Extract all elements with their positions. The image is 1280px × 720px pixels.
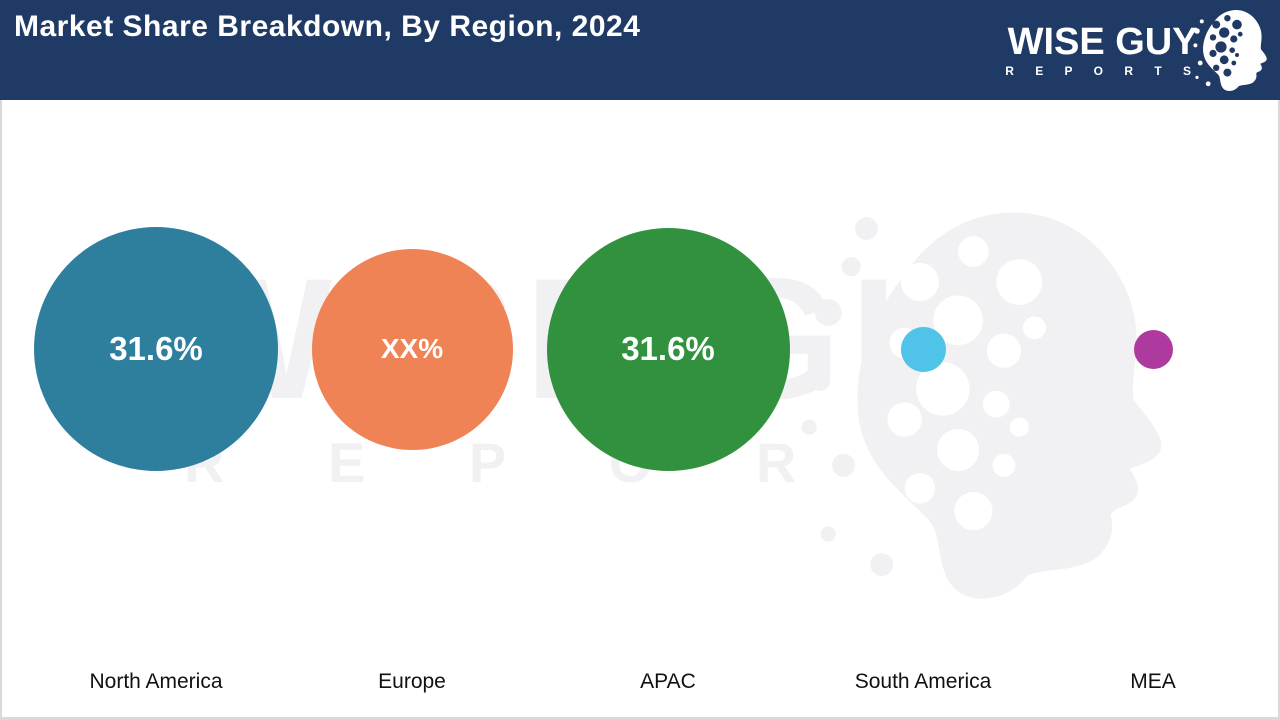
logo-text: WISE GUY R E P O R T S: [1005, 23, 1200, 78]
region-label-mea: MEA: [1130, 670, 1176, 693]
logo-wordmark: WISE GUY: [1007, 20, 1198, 63]
logo-subtitle: R E P O R T S: [1005, 63, 1200, 78]
bubble-value-label: XX%: [380, 333, 444, 364]
region-label-north-america: North America: [89, 670, 223, 693]
page-title: Market Share Breakdown, By Region, 2024: [14, 10, 641, 43]
region-label-europe: Europe: [378, 670, 446, 693]
bubble-south-america: [900, 326, 946, 372]
bubble-apac: 31.6%: [546, 227, 790, 471]
bubble-layer: 31.6% North America XX% Europe 31.6% APAC Sout…: [2, 100, 1278, 717]
bubble-north-america: 31.6%: [34, 227, 278, 471]
region-label-apac: APAC: [640, 670, 696, 693]
bubble-mea: [1133, 329, 1173, 369]
bubble-value-label: 31.6%: [109, 330, 203, 367]
wise-guy-logo: WISE GUY R E P O R T S: [1005, 6, 1272, 96]
head-silhouette-icon: [1193, 10, 1267, 91]
bubble-europe: XX%: [311, 248, 513, 450]
bubble-value-label: 31.6%: [621, 330, 715, 367]
region-label-south-america: South America: [854, 670, 992, 693]
chart-area: WISE GUY R E P O R T S 31.6%North Americ…: [0, 100, 1280, 720]
header-bar: Market Share Breakdown, By Region, 2024 …: [0, 0, 1280, 100]
